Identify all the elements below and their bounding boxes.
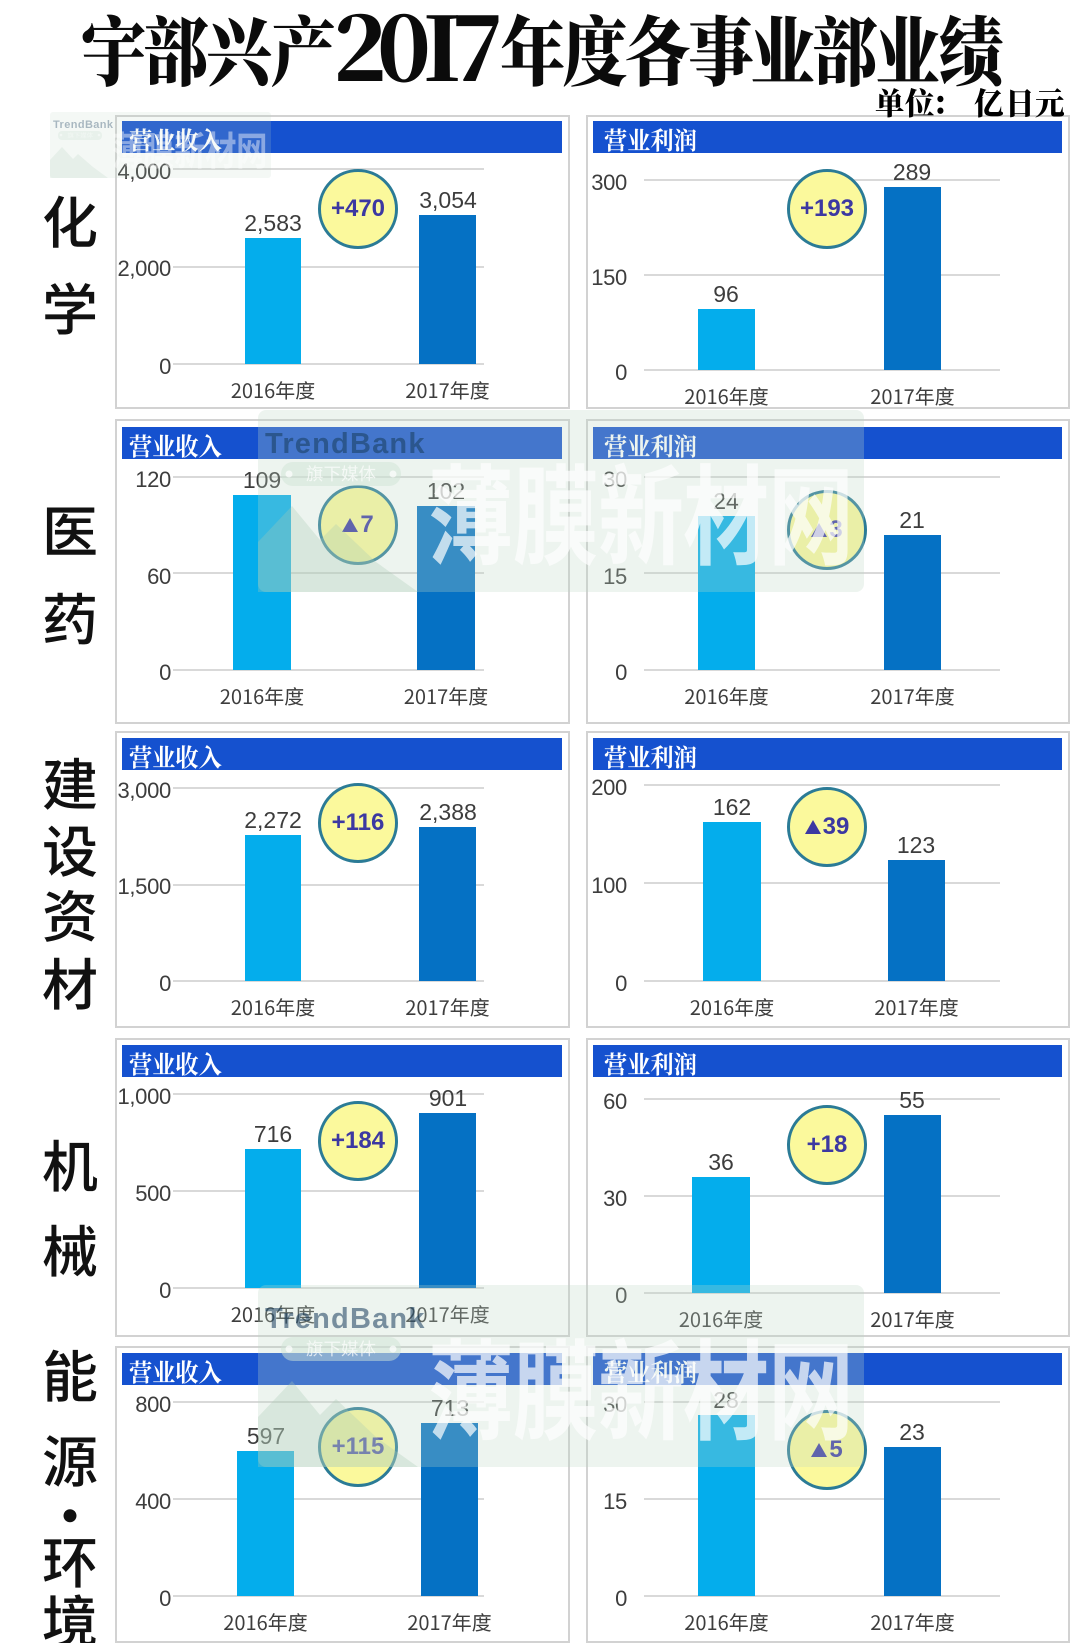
svg-text:TrendBank: TrendBank [53,119,114,131]
